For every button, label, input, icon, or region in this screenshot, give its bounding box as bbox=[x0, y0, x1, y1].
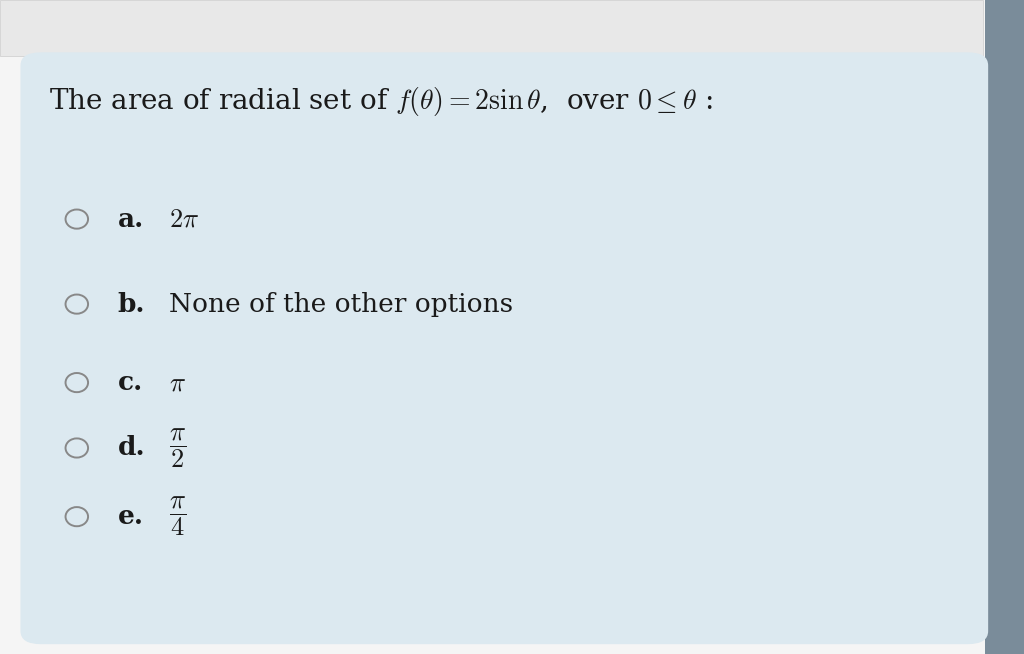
Text: e.: e. bbox=[118, 504, 143, 529]
FancyBboxPatch shape bbox=[985, 0, 1024, 654]
Text: c.: c. bbox=[118, 370, 143, 395]
Text: None of the other options: None of the other options bbox=[169, 292, 513, 317]
Text: $\dfrac{\pi}{4}$: $\dfrac{\pi}{4}$ bbox=[169, 495, 186, 538]
Text: b.: b. bbox=[118, 292, 145, 317]
Text: The area of radial set of $f(\theta) = 2\sin\theta$,  over $0 \leq \theta$ :: The area of radial set of $f(\theta) = 2… bbox=[49, 85, 713, 118]
Text: d.: d. bbox=[118, 436, 145, 460]
Text: $2\pi$: $2\pi$ bbox=[169, 207, 199, 232]
Text: $\pi$: $\pi$ bbox=[169, 370, 186, 395]
FancyBboxPatch shape bbox=[0, 0, 983, 56]
Text: a.: a. bbox=[118, 207, 144, 232]
Text: $\dfrac{\pi}{2}$: $\dfrac{\pi}{2}$ bbox=[169, 426, 186, 470]
FancyBboxPatch shape bbox=[20, 52, 988, 644]
